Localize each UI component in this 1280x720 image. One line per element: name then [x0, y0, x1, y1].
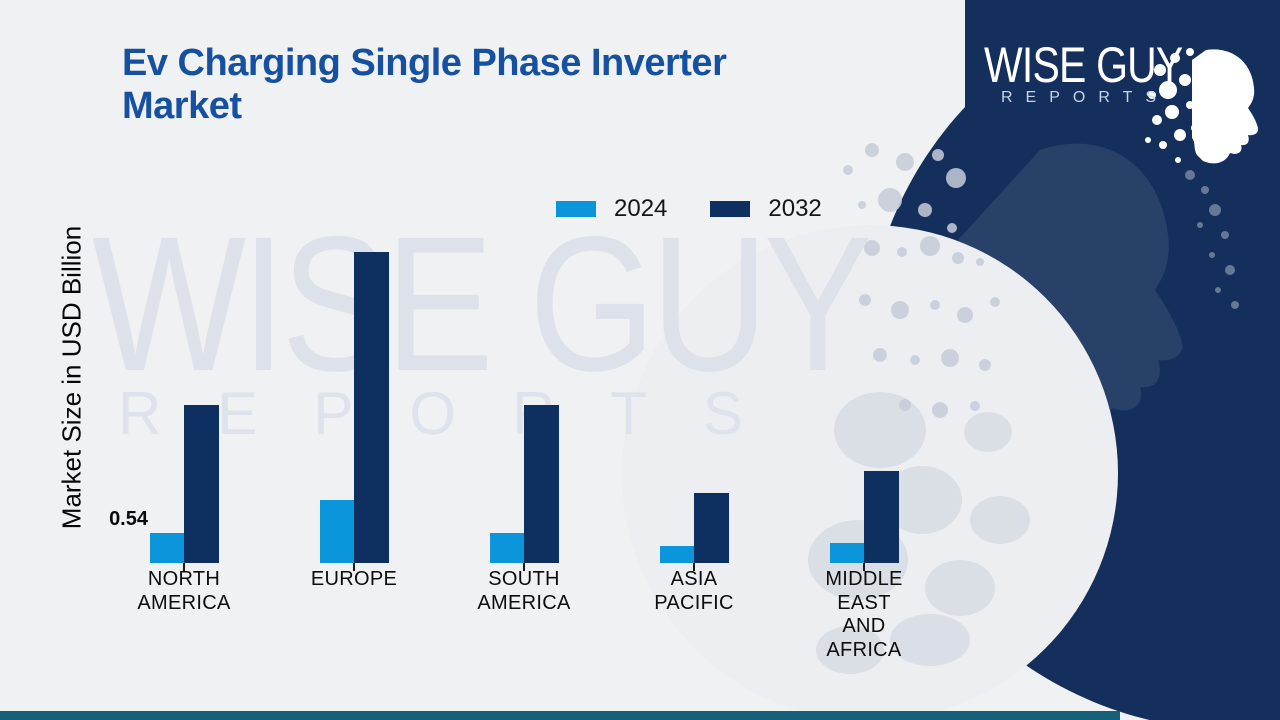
page-title-line1: Ev Charging Single Phase Inverter — [122, 42, 727, 84]
bar-2032-asia-pacific — [694, 493, 729, 563]
bar-2032-south-america — [524, 405, 559, 563]
legend-swatch-2024 — [556, 201, 596, 217]
page-title: Ev Charging Single Phase Inverter Market — [122, 42, 727, 128]
x-axis-tick — [523, 563, 525, 571]
bar-2024-north-america — [150, 533, 184, 563]
x-axis-category-label: MIDDLE EAST AND AFRICA — [825, 568, 903, 661]
bar-2032-middle-east-and-africa — [864, 471, 899, 563]
x-axis-tick — [863, 563, 865, 571]
logo-brand-subtitle: REPORTS — [1001, 89, 1170, 106]
legend-swatch-2032 — [710, 201, 751, 217]
bar-2024-asia-pacific — [660, 546, 694, 563]
watermark-subtext: REPORTS — [118, 380, 799, 447]
bar-2024-middle-east-and-africa — [830, 543, 864, 563]
legend: 2024 2032 — [556, 195, 822, 223]
x-axis-category-label: EUROPE — [310, 568, 398, 590]
watermark-text: WISE GUY — [92, 196, 872, 411]
legend-label-2032: 2032 — [768, 195, 822, 222]
x-axis-tick — [183, 563, 185, 571]
bar-value-label: 0.54 — [109, 508, 148, 530]
bar-2032-north-america — [184, 405, 219, 563]
logo-brand-name: WISE GUY — [984, 37, 1183, 93]
bar-2024-europe — [320, 500, 354, 563]
bottom-strip — [0, 711, 1120, 720]
bar-2024-south-america — [490, 533, 524, 563]
bar-2032-europe — [354, 252, 389, 563]
x-axis-tick — [693, 563, 695, 571]
logo-face-icon — [1145, 48, 1259, 309]
x-axis-category-label: NORTH AMERICA — [137, 568, 231, 614]
page-title-line2: Market — [122, 85, 242, 127]
x-axis-category-label: SOUTH AMERICA — [477, 568, 571, 614]
legend-label-2024: 2024 — [614, 195, 668, 222]
x-axis-tick — [353, 563, 355, 571]
watermark-dots-decoration — [843, 143, 1000, 418]
x-axis-category-label: ASIA PACIFIC — [654, 568, 734, 614]
